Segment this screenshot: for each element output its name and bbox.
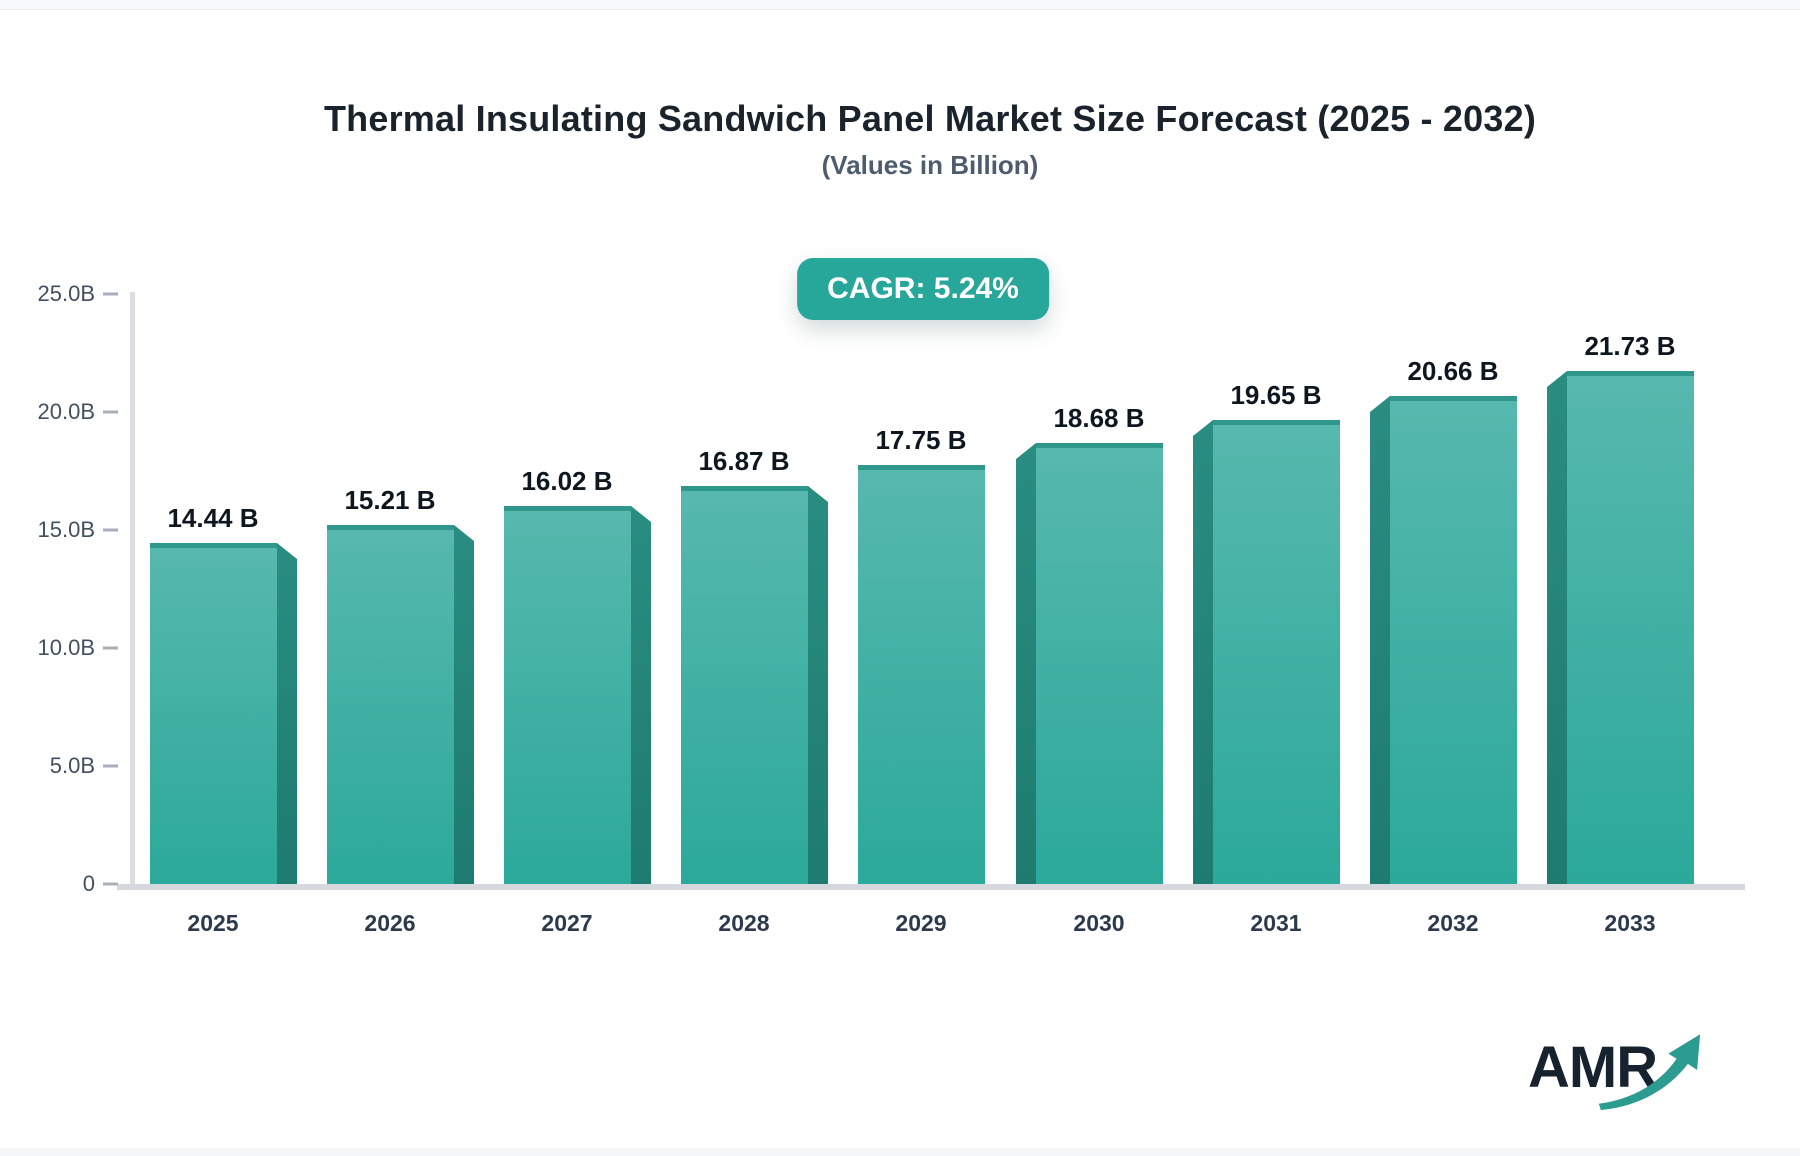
bar-face-2027[interactable] bbox=[504, 506, 631, 884]
y-axis-tick-label: 5.0B bbox=[49, 753, 95, 778]
x-axis-year-label: 2029 bbox=[895, 910, 947, 936]
logo-text: AMR bbox=[1528, 1035, 1658, 1100]
bar-value-label: 20.66 B bbox=[1407, 356, 1499, 386]
y-axis-tick-mark bbox=[103, 646, 118, 650]
y-axis-tick-mark bbox=[103, 292, 118, 296]
x-axis-line bbox=[117, 884, 1745, 890]
bar-side-face-2025 bbox=[277, 543, 297, 884]
x-axis-year-label: 2033 bbox=[1604, 910, 1656, 936]
bar-value-label: 21.73 B bbox=[1584, 331, 1676, 361]
bar-side-face-2028 bbox=[808, 486, 828, 884]
bar-side-face-2026 bbox=[454, 525, 474, 884]
bar-face-2033[interactable] bbox=[1567, 371, 1694, 884]
bar-value-label: 17.75 B bbox=[875, 425, 967, 455]
y-axis-line bbox=[130, 292, 135, 884]
x-axis-year-label: 2028 bbox=[718, 910, 770, 936]
bar-value-label: 18.68 B bbox=[1053, 403, 1145, 433]
bar-value-label: 16.02 B bbox=[521, 466, 613, 496]
x-axis-year-label: 2027 bbox=[541, 910, 593, 936]
y-axis-tick-mark bbox=[103, 882, 118, 886]
cagr-badge: CAGR: 5.24% bbox=[797, 258, 1049, 320]
page-top-edge bbox=[0, 0, 1800, 10]
bar-value-label: 16.87 B bbox=[698, 446, 790, 476]
y-axis-tick-label: 25.0B bbox=[37, 281, 96, 306]
y-axis-tick-mark bbox=[103, 410, 118, 414]
bar-face-2030[interactable] bbox=[1036, 443, 1163, 884]
y-axis-tick-mark bbox=[103, 528, 118, 532]
y-axis-tick-label: 10.0B bbox=[37, 635, 96, 660]
x-axis-year-label: 2032 bbox=[1427, 910, 1479, 936]
bar-side-face-2032 bbox=[1370, 396, 1390, 884]
y-axis-tick-label: 15.0B bbox=[37, 517, 96, 542]
bar-face-2025[interactable] bbox=[150, 543, 277, 884]
bar-face-2026[interactable] bbox=[327, 525, 454, 884]
y-axis-tick-label: 0 bbox=[82, 871, 95, 896]
x-axis-year-label: 2026 bbox=[364, 910, 416, 936]
bar-face-2031[interactable] bbox=[1213, 420, 1340, 884]
amr-logo: AMR bbox=[1528, 1034, 1718, 1124]
y-axis-tick-mark bbox=[103, 764, 118, 768]
bar-face-2032[interactable] bbox=[1390, 396, 1517, 884]
trend-up-arrow-icon bbox=[1598, 1034, 1701, 1110]
chart-title: Thermal Insulating Sandwich Panel Market… bbox=[323, 98, 1537, 139]
bar-face-2029[interactable] bbox=[858, 465, 985, 884]
bar-face-2028[interactable] bbox=[681, 486, 808, 884]
page-bottom-edge bbox=[0, 1148, 1800, 1156]
chart-subtitle: (Values in Billion) bbox=[821, 150, 1039, 180]
bar-side-face-2030 bbox=[1016, 443, 1036, 884]
bar-side-face-2033 bbox=[1547, 371, 1567, 884]
y-axis-tick-label: 20.0B bbox=[37, 399, 96, 424]
bar-side-face-2031 bbox=[1193, 420, 1213, 884]
x-axis-year-label: 2031 bbox=[1250, 910, 1302, 936]
x-axis-year-label: 2030 bbox=[1073, 910, 1125, 936]
bar-value-label: 19.65 B bbox=[1230, 380, 1322, 410]
bar-value-label: 15.21 B bbox=[344, 485, 436, 515]
x-axis-year-label: 2025 bbox=[187, 910, 239, 936]
bar-side-face-2027 bbox=[631, 506, 651, 884]
bar-value-label: 14.44 B bbox=[167, 503, 259, 533]
